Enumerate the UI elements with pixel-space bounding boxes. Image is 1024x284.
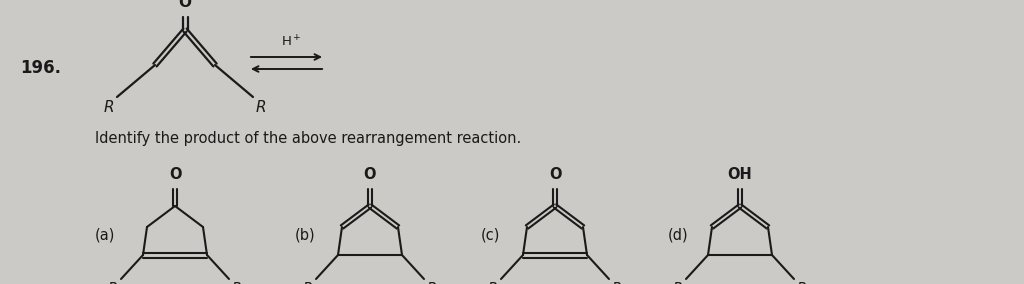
Text: R: R: [256, 100, 266, 115]
Text: R: R: [232, 282, 242, 284]
Text: R: R: [673, 282, 683, 284]
Text: O: O: [364, 167, 376, 182]
Text: OH: OH: [728, 167, 753, 182]
Text: R: R: [103, 100, 114, 115]
Text: (b): (b): [295, 227, 315, 243]
Text: H$^+$: H$^+$: [282, 35, 302, 50]
Text: (c): (c): [480, 227, 500, 243]
Text: R: R: [303, 282, 313, 284]
Text: 196.: 196.: [20, 59, 61, 77]
Text: R: R: [612, 282, 623, 284]
Text: R: R: [427, 282, 437, 284]
Text: O: O: [178, 0, 191, 10]
Text: R: R: [797, 282, 807, 284]
Text: (a): (a): [95, 227, 115, 243]
Text: (d): (d): [668, 227, 688, 243]
Text: R: R: [108, 282, 118, 284]
Text: Identify the product of the above rearrangement reaction.: Identify the product of the above rearra…: [95, 131, 521, 145]
Text: O: O: [549, 167, 561, 182]
Text: O: O: [169, 167, 181, 182]
Text: R: R: [487, 282, 498, 284]
